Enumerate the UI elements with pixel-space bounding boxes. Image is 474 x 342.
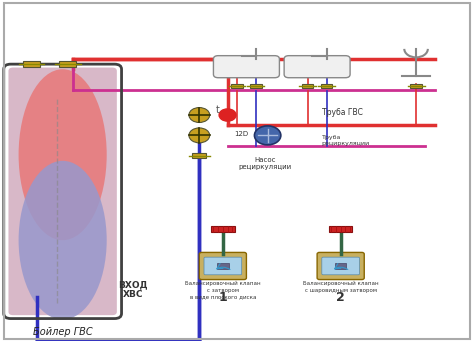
FancyBboxPatch shape <box>317 252 364 279</box>
Circle shape <box>189 128 210 143</box>
Bar <box>335 263 346 269</box>
FancyBboxPatch shape <box>199 252 246 279</box>
Circle shape <box>219 109 236 121</box>
Bar <box>192 153 206 158</box>
Bar <box>231 84 243 88</box>
Ellipse shape <box>18 161 107 319</box>
Text: Труба
рециркуляции: Труба рециркуляции <box>322 135 370 146</box>
FancyBboxPatch shape <box>213 56 279 78</box>
Text: 1: 1 <box>219 291 227 304</box>
FancyBboxPatch shape <box>204 257 242 275</box>
Text: Насос
рециркуляции: Насос рециркуляции <box>239 157 292 170</box>
Ellipse shape <box>18 69 107 240</box>
Circle shape <box>189 108 210 122</box>
Bar <box>211 226 235 232</box>
Text: 2: 2 <box>336 291 345 304</box>
Text: Бойлер ГВС: Бойлер ГВС <box>33 327 92 337</box>
FancyBboxPatch shape <box>284 56 350 78</box>
Bar <box>329 226 353 232</box>
Text: 12D: 12D <box>235 131 249 137</box>
Circle shape <box>255 126 281 145</box>
FancyBboxPatch shape <box>322 257 359 275</box>
Bar <box>59 61 76 67</box>
Bar <box>250 84 262 88</box>
Text: Балансировочный клапан
с шаровидным затвором: Балансировочный клапан с шаровидным затв… <box>303 281 378 293</box>
FancyBboxPatch shape <box>9 67 117 315</box>
Bar <box>217 263 228 269</box>
Text: Балансировочный клапан
с затвором
в виде плоского диска: Балансировочный клапан с затвором в виде… <box>185 281 261 299</box>
Text: ВХОД
ХВС: ВХОД ХВС <box>118 280 148 300</box>
Text: Труба ГВС: Труба ГВС <box>322 108 363 117</box>
Text: t: t <box>216 105 220 115</box>
Bar <box>23 61 40 67</box>
Bar <box>321 84 332 88</box>
Bar <box>410 84 422 88</box>
Bar <box>302 84 313 88</box>
